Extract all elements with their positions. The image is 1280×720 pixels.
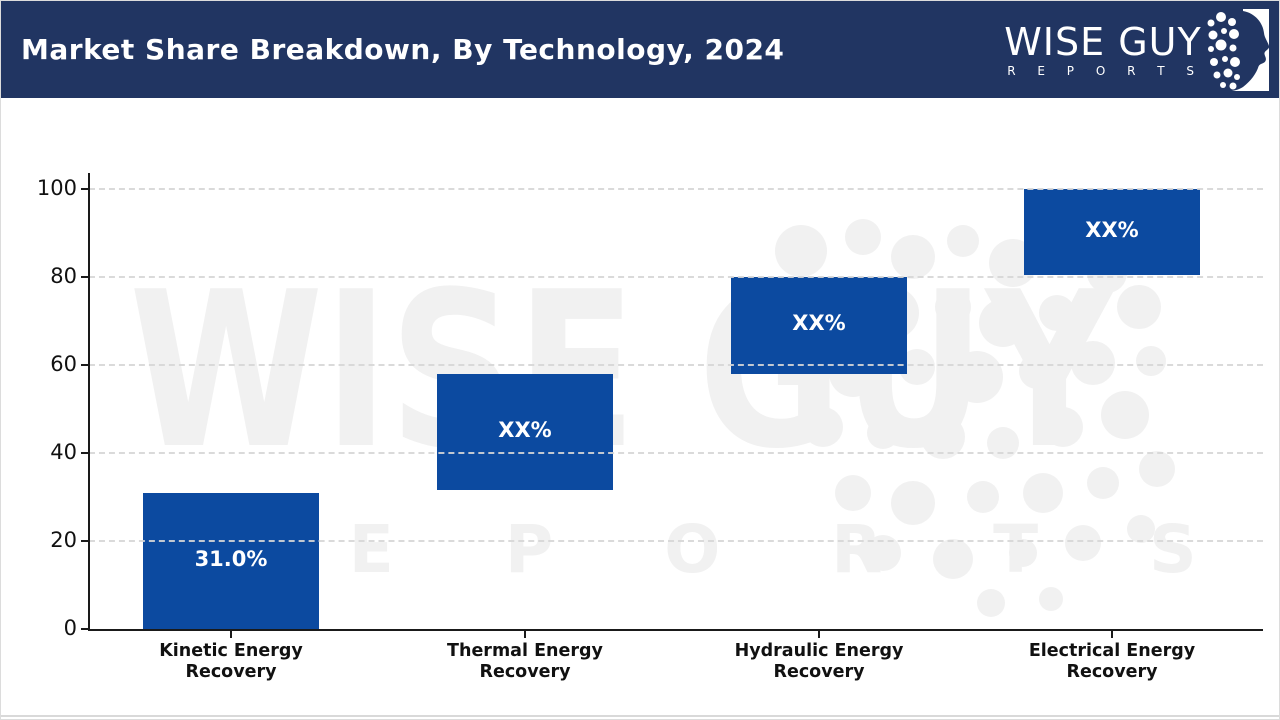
gridline-80 [89, 276, 1263, 278]
gridline-100 [89, 188, 1263, 190]
wise-guy-reports-logo: WISE GUY R E P O R T S [1004, 1, 1269, 98]
y-tick [81, 188, 88, 190]
x-tick [524, 631, 526, 638]
y-tick [81, 276, 88, 278]
y-tick [81, 628, 88, 630]
bar-value-label: 31.0% [194, 546, 268, 571]
bar-1 [143, 492, 319, 629]
y-tick-label: 100 [36, 176, 77, 200]
x-category-label: Kinetic Energy Recovery [159, 641, 303, 682]
bar-value-label: XX% [498, 418, 552, 443]
x-category-label: Electrical Energy Recovery [1028, 641, 1196, 682]
bottom-hairline [1, 715, 1279, 717]
page-title: Market Share Breakdown, By Technology, 2… [21, 33, 785, 66]
watermark-dotted-head [775, 219, 1175, 617]
gridline-40 [89, 452, 1263, 454]
bar-2 [437, 373, 613, 491]
logo-text: WISE GUY R E P O R T S [1004, 22, 1203, 78]
logo-wiseguy-label: WISE GUY [1004, 19, 1202, 64]
y-tick-label: 60 [50, 352, 77, 376]
x-category-label: Hydraulic Energy Recovery [734, 641, 904, 682]
logo-reports-label: R E P O R T S [1007, 63, 1203, 78]
y-tick [81, 540, 88, 542]
x-tick [818, 631, 820, 638]
y-tick [81, 364, 88, 366]
x-tick [230, 631, 232, 638]
bar-3 [731, 277, 907, 374]
header-band: Market Share Breakdown, By Technology, 2… [1, 1, 1279, 98]
logo-face-icon [1207, 8, 1269, 91]
bar-value-label: XX% [1085, 217, 1139, 242]
y-axis-line [88, 173, 90, 631]
y-tick-label: 80 [50, 264, 77, 288]
x-category-label: Thermal Energy Recovery [447, 641, 603, 682]
y-tick [81, 452, 88, 454]
y-tick-label: 40 [50, 440, 77, 464]
bar-4 [1024, 189, 1200, 275]
y-tick-label: 0 [63, 616, 77, 640]
gridline-20 [89, 540, 1263, 542]
gridline-60 [89, 364, 1263, 366]
y-tick-label: 20 [50, 528, 77, 552]
x-axis-line [88, 629, 1263, 631]
bar-value-label: XX% [792, 311, 846, 336]
x-tick [1111, 631, 1113, 638]
